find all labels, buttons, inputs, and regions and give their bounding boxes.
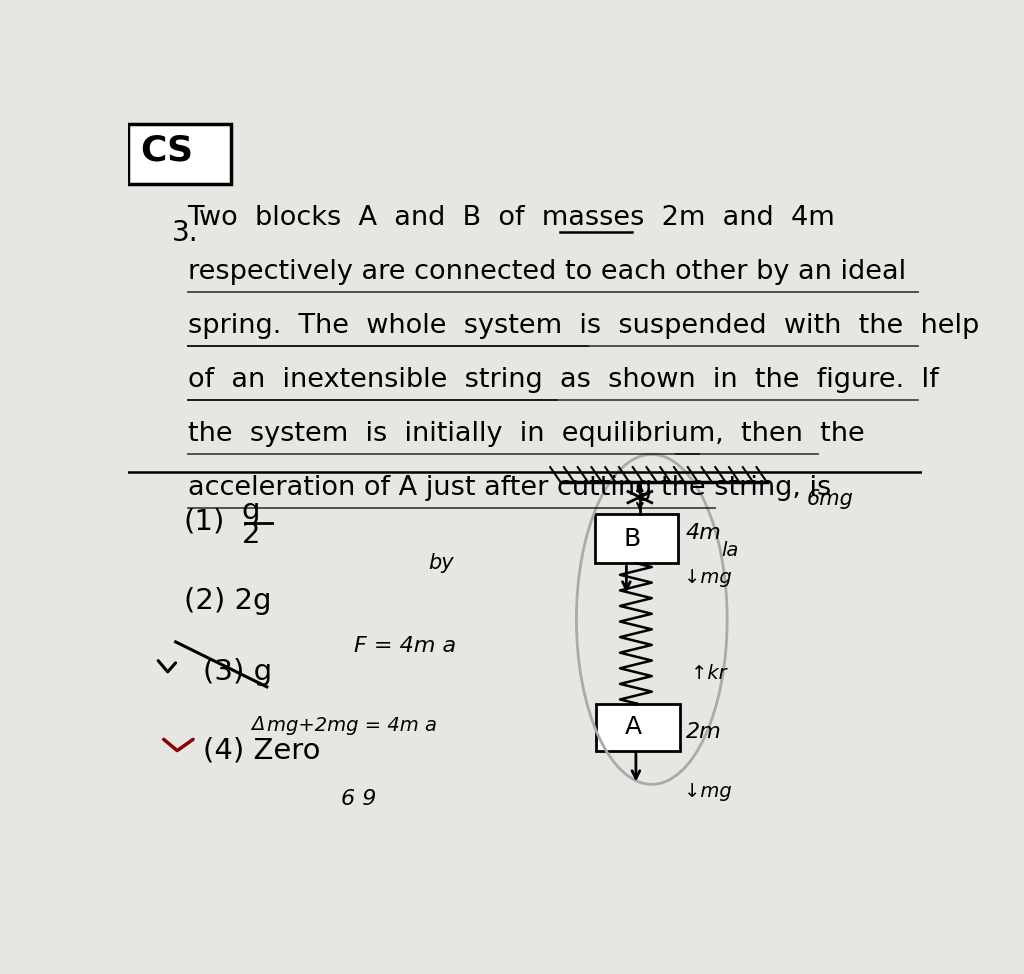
Text: F = 4m a: F = 4m a <box>354 636 457 656</box>
Text: 6 9: 6 9 <box>341 789 376 809</box>
Text: 3.: 3. <box>172 219 199 247</box>
Text: Δ: Δ <box>251 715 264 733</box>
Text: (2) 2g: (2) 2g <box>183 586 271 615</box>
Text: 2: 2 <box>242 521 260 548</box>
Text: 6mg: 6mg <box>807 489 853 509</box>
Text: by: by <box>428 553 454 573</box>
Text: 4m: 4m <box>685 523 721 543</box>
Text: (3) g: (3) g <box>204 657 272 686</box>
Text: ↑kr: ↑kr <box>691 664 727 683</box>
Text: Two  blocks  A  and  B  of  masses  2m  and  4m: Two blocks A and B of masses 2m and 4m <box>187 206 836 231</box>
Text: ↓mg: ↓mg <box>684 782 731 802</box>
Text: (1): (1) <box>183 507 225 536</box>
Bar <box>596 704 680 751</box>
Text: spring.  The  whole  system  is  suspended  with  the  help: spring. The whole system is suspended wi… <box>187 313 979 339</box>
Text: la: la <box>722 541 739 560</box>
Text: of  an  inextensible  string  as  shown  in  the  figure.  If: of an inextensible string as shown in th… <box>187 367 938 393</box>
Text: CS: CS <box>140 133 194 168</box>
Text: g: g <box>242 497 260 525</box>
Text: respectively are connected to each other by an ideal: respectively are connected to each other… <box>187 259 905 285</box>
FancyBboxPatch shape <box>128 125 231 184</box>
Bar <box>595 514 678 563</box>
Text: B: B <box>624 527 641 550</box>
Text: 2m: 2m <box>686 722 722 742</box>
Text: acceleration of A just after cutting the string, is: acceleration of A just after cutting the… <box>187 475 830 501</box>
Text: mg+2mg = 4m a: mg+2mg = 4m a <box>267 716 437 735</box>
Text: the  system  is  initially  in  equilibrium,  then  the: the system is initially in equilibrium, … <box>187 421 864 447</box>
Text: (4) Zero: (4) Zero <box>204 736 321 765</box>
Text: ↓mg: ↓mg <box>684 568 731 587</box>
Text: A: A <box>626 715 642 739</box>
